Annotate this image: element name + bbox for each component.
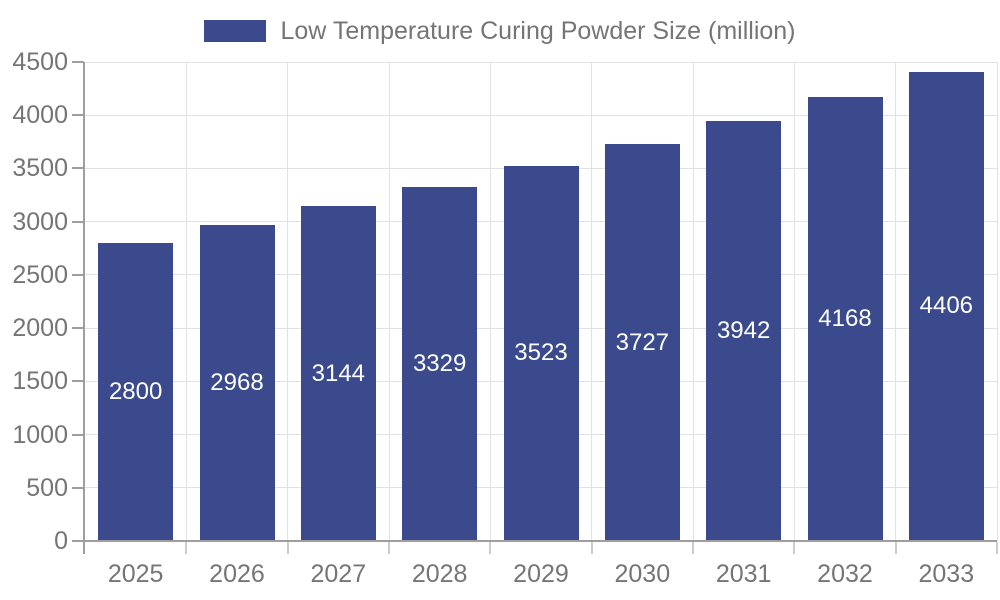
gridline-vertical	[185, 62, 187, 541]
gridline-vertical	[793, 62, 795, 541]
y-axis-label: 2000	[12, 314, 68, 343]
x-axis-tick	[996, 542, 998, 554]
gridline-vertical	[287, 62, 289, 541]
x-axis-tick	[894, 542, 897, 554]
y-axis-tick	[72, 486, 84, 489]
bar-value-label: 4168	[818, 305, 872, 333]
gridline-horizontal	[85, 114, 997, 116]
legend-label: Low Temperature Curing Powder Size (mill…	[280, 17, 796, 45]
x-axis-tick	[692, 542, 694, 554]
x-axis-label: 2026	[209, 560, 265, 588]
x-axis-label: 2033	[918, 560, 975, 588]
x-axis-label: 2030	[614, 560, 671, 588]
legend-item[interactable]: Low Temperature Curing Powder Size (mill…	[0, 18, 1000, 44]
y-axis-tick	[72, 273, 84, 276]
gridline-vertical	[489, 62, 491, 541]
y-axis-label: 3000	[12, 207, 68, 236]
bar[interactable]: 4406	[908, 72, 984, 541]
bar[interactable]: 2800	[98, 242, 174, 541]
y-axis-label: 2500	[12, 260, 68, 289]
y-axis-tick	[72, 167, 84, 170]
gridline-vertical	[388, 62, 390, 541]
x-axis-label: 2032	[817, 560, 873, 588]
x-axis-label: 2029	[513, 560, 569, 588]
y-axis-label: 500	[26, 473, 68, 502]
bar[interactable]: 3523	[503, 165, 579, 541]
x-axis-tick	[489, 542, 492, 554]
x-axis-tick	[286, 542, 289, 554]
y-axis-tick	[72, 433, 84, 436]
bar-value-label: 3523	[514, 339, 568, 367]
bar[interactable]: 3329	[402, 186, 478, 541]
x-axis-label: 2025	[107, 560, 164, 588]
bar[interactable]: 3727	[604, 144, 680, 541]
y-axis-tick	[72, 540, 84, 542]
x-axis-label: 2027	[310, 560, 367, 588]
bar-value-label: 3942	[716, 317, 771, 345]
bar-value-label: 2800	[108, 377, 163, 405]
y-axis-tick	[72, 327, 84, 330]
bar-value-label: 2968	[210, 369, 264, 397]
y-axis-label: 3500	[12, 154, 68, 183]
y-axis-label: 4500	[12, 48, 68, 76]
bar[interactable]: 3144	[300, 206, 376, 541]
x-axis-line	[83, 540, 997, 542]
y-axis-tick	[72, 380, 84, 383]
x-axis-tick	[388, 542, 390, 554]
bar-value-label: 3727	[615, 328, 670, 356]
gridline-vertical	[692, 62, 694, 541]
bar-value-label: 3329	[412, 349, 467, 377]
gridline-vertical	[591, 62, 593, 541]
bar[interactable]: 4168	[807, 97, 883, 541]
y-axis-label: 1000	[12, 420, 68, 449]
bar[interactable]: 2968	[199, 225, 275, 541]
y-axis-label: 1500	[12, 367, 68, 396]
x-axis-tick	[590, 542, 593, 554]
y-axis-label: 4000	[12, 101, 68, 130]
gridline-horizontal	[85, 61, 997, 63]
x-axis-label: 2031	[715, 560, 772, 588]
bar[interactable]: 3942	[706, 121, 782, 541]
y-axis-line	[83, 62, 85, 554]
gridline-vertical	[895, 62, 897, 541]
bar-value-label: 3144	[311, 359, 366, 387]
x-axis-tick	[185, 542, 188, 554]
x-axis-tick	[793, 542, 796, 554]
legend-swatch	[204, 20, 267, 42]
y-axis-label: 0	[54, 527, 68, 555]
bar-value-label: 4406	[919, 292, 974, 320]
gridline-vertical	[996, 62, 998, 541]
y-axis-tick	[72, 61, 84, 63]
x-axis-label: 2028	[411, 560, 468, 588]
y-axis-tick	[72, 220, 84, 223]
y-axis-tick	[72, 114, 84, 117]
